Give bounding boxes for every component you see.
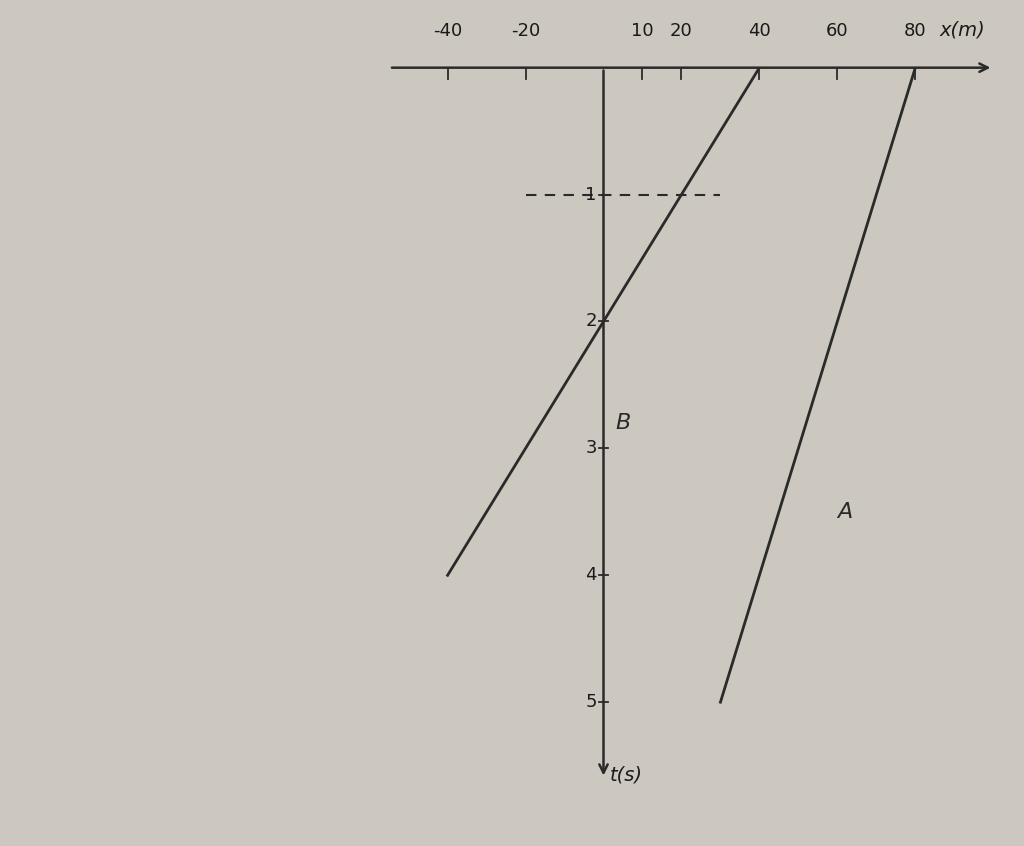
Text: 1: 1 [586,185,597,204]
Text: 5: 5 [586,693,597,711]
Text: 3: 3 [586,439,597,458]
Text: 2: 2 [586,312,597,331]
Text: 60: 60 [826,22,849,40]
Text: 10: 10 [631,22,653,40]
Text: 80: 80 [904,22,927,40]
Text: A: A [838,502,853,522]
Text: t(s): t(s) [609,766,642,784]
Text: 20: 20 [670,22,693,40]
Text: B: B [615,413,631,433]
Text: x(m): x(m) [940,21,985,40]
Text: -40: -40 [433,22,462,40]
Text: -20: -20 [511,22,541,40]
Text: 4: 4 [586,566,597,585]
Text: 40: 40 [749,22,771,40]
